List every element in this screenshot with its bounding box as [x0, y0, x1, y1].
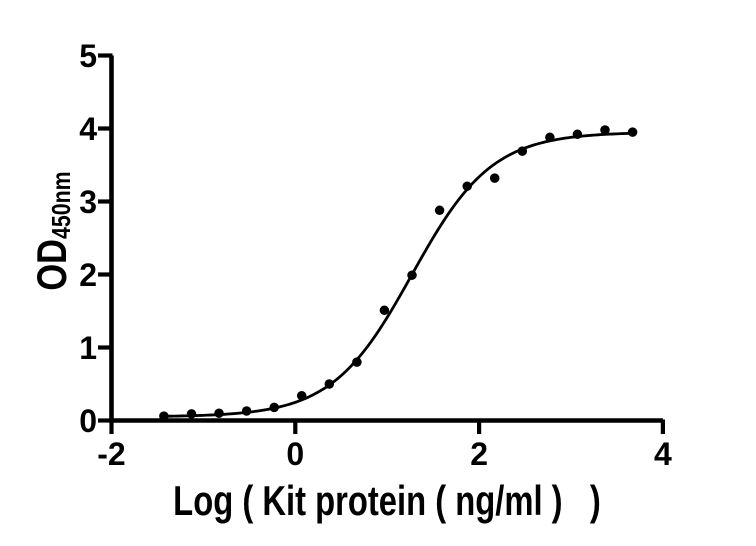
x-tick-label: 0	[286, 436, 304, 472]
y-tick-label: 0	[79, 403, 97, 439]
y-tick-label: 4	[79, 111, 97, 147]
data-point	[462, 181, 472, 191]
y-tick-label: 2	[79, 257, 97, 293]
data-point	[572, 129, 583, 140]
x-tick-label: 2	[470, 436, 488, 472]
y-axis-title-text: OD	[28, 238, 75, 291]
axis-spine	[109, 55, 663, 423]
y-tick-label: 1	[79, 330, 97, 366]
data-point	[489, 173, 500, 183]
data-point	[352, 357, 362, 367]
data-point	[627, 127, 638, 137]
data-point	[545, 132, 555, 143]
data-point	[241, 406, 252, 416]
x-tick-label: 4	[654, 436, 672, 472]
y-axis-title-subscript: 450nm	[46, 171, 76, 239]
y-tick-label: 3	[79, 184, 97, 220]
data-point	[517, 146, 528, 156]
data-point	[324, 379, 335, 389]
y-tick-label: 5	[79, 38, 97, 74]
x-tick-label: -2	[97, 436, 125, 472]
data-point	[434, 205, 445, 216]
y-axis-title: OD450nm	[27, 108, 77, 354]
data-point	[600, 125, 610, 135]
data-point	[214, 408, 224, 418]
data-point	[269, 402, 279, 413]
data-point	[296, 390, 307, 401]
axes	[98, 53, 666, 434]
x-axis-title: Log ( Kit protein ( ng/ml ) )	[173, 477, 601, 524]
data-point	[159, 411, 169, 421]
data-point	[186, 409, 197, 419]
fit-curve-path	[163, 131, 633, 418]
fit-curve	[163, 131, 633, 418]
data-point	[379, 305, 390, 316]
data-points	[159, 125, 638, 421]
data-point	[407, 270, 417, 280]
